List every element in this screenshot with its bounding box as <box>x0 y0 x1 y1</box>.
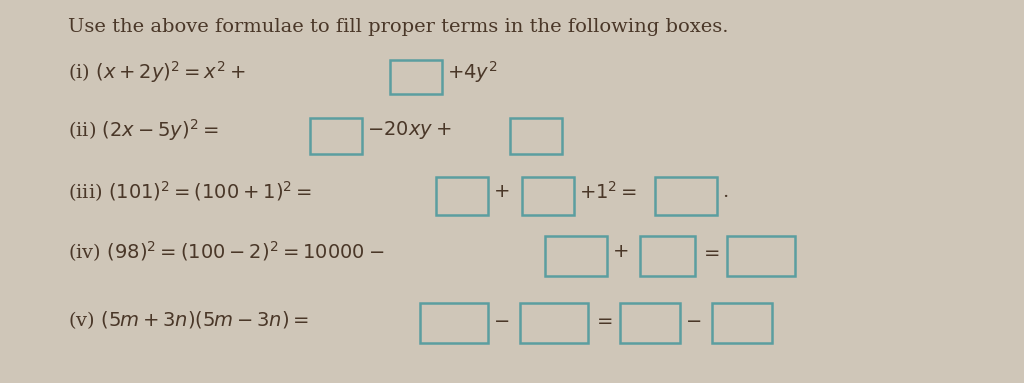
Bar <box>436 177 488 215</box>
Bar <box>310 118 362 154</box>
Text: $+$: $+$ <box>493 183 509 201</box>
Text: $+$: $+$ <box>612 243 629 261</box>
Text: $=$: $=$ <box>700 243 720 261</box>
Bar <box>727 236 795 276</box>
Bar <box>655 177 717 215</box>
Text: $+ 1^2 =$: $+ 1^2 =$ <box>579 181 637 203</box>
Text: $- 20xy +$: $- 20xy +$ <box>367 119 452 141</box>
Bar <box>620 303 680 343</box>
Text: $+ 4y^2$: $+ 4y^2$ <box>447 59 498 85</box>
Bar <box>520 303 588 343</box>
Text: (iv) $(98)^2 = (100 - 2)^2 = 10000 -$: (iv) $(98)^2 = (100 - 2)^2 = 10000 -$ <box>68 240 384 264</box>
Bar <box>510 118 562 154</box>
Text: $=$: $=$ <box>593 311 613 329</box>
Text: (iii) $(101)^2 = (100 + 1)^2 =$: (iii) $(101)^2 = (100 + 1)^2 =$ <box>68 180 312 205</box>
Text: Use the above formulae to fill proper terms in the following boxes.: Use the above formulae to fill proper te… <box>68 18 728 36</box>
Text: (ii) $(2x - 5y)^2 =$: (ii) $(2x - 5y)^2 =$ <box>68 117 218 143</box>
Text: .: . <box>722 183 728 201</box>
Bar <box>420 303 488 343</box>
Text: (v) $(5m + 3n)(5m - 3n) =$: (v) $(5m + 3n)(5m - 3n) =$ <box>68 309 309 331</box>
Text: (i) $(x + 2y)^2 = x^2 +$: (i) $(x + 2y)^2 = x^2 +$ <box>68 59 246 85</box>
Bar <box>390 60 442 94</box>
Bar <box>712 303 772 343</box>
Text: $-$: $-$ <box>493 311 509 329</box>
Bar <box>640 236 695 276</box>
Bar <box>545 236 607 276</box>
Bar <box>522 177 574 215</box>
Text: $-$: $-$ <box>685 311 701 329</box>
